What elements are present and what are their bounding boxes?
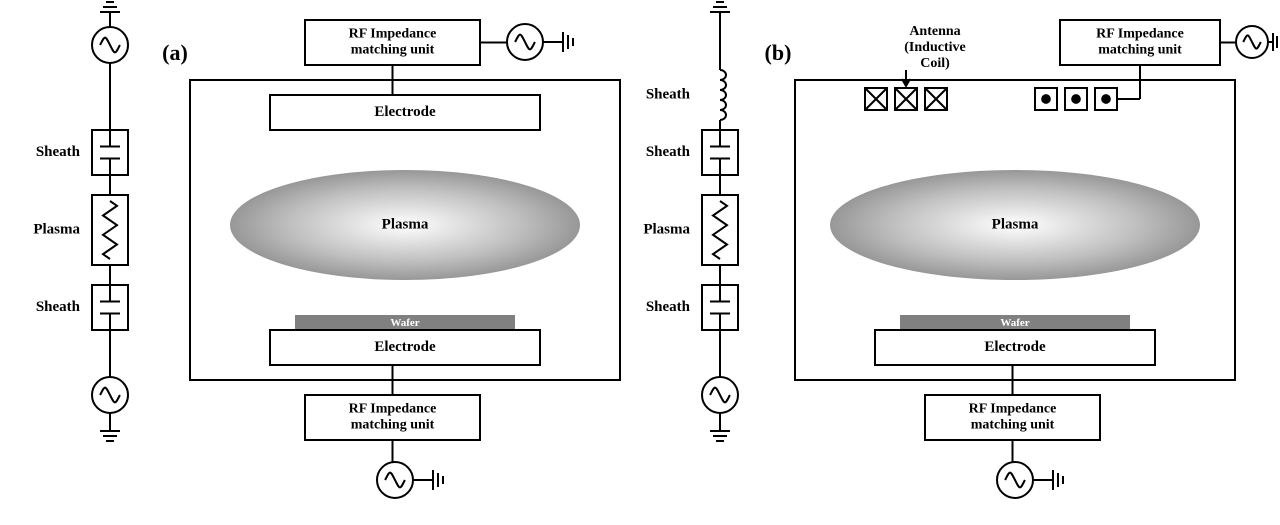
svg-text:Electrode: Electrode bbox=[374, 104, 436, 120]
svg-text:Sheath: Sheath bbox=[646, 86, 691, 102]
svg-text:RF Impedance: RF Impedance bbox=[1096, 27, 1184, 42]
svg-text:Plasma: Plasma bbox=[643, 221, 690, 237]
panel-a: (a) Plasma Electrode Wafer Electrode RF Imped… bbox=[33, 2, 620, 498]
svg-text:Wafer: Wafer bbox=[1000, 317, 1029, 329]
svg-text:Plasma: Plasma bbox=[382, 216, 429, 232]
svg-text:Plasma: Plasma bbox=[992, 216, 1039, 232]
panel-b: (b) Plasma Antenna(InductiveCoil) Wafer Elec… bbox=[643, 2, 1280, 498]
panel-b-tag: (b) bbox=[765, 40, 792, 65]
svg-text:Electrode: Electrode bbox=[374, 339, 436, 355]
svg-text:matching unit: matching unit bbox=[351, 43, 435, 58]
svg-text:Wafer: Wafer bbox=[390, 317, 419, 329]
svg-text:Antenna: Antenna bbox=[909, 24, 960, 39]
svg-text:Coil): Coil) bbox=[920, 56, 950, 71]
svg-text:(Inductive: (Inductive bbox=[904, 40, 965, 55]
svg-text:Sheath: Sheath bbox=[36, 144, 81, 160]
svg-text:matching unit: matching unit bbox=[351, 418, 435, 433]
svg-text:Sheath: Sheath bbox=[646, 299, 691, 315]
svg-text:matching unit: matching unit bbox=[1098, 43, 1182, 58]
svg-text:Sheath: Sheath bbox=[36, 299, 81, 315]
svg-text:RF Impedance: RF Impedance bbox=[349, 27, 437, 42]
svg-text:Plasma: Plasma bbox=[33, 221, 80, 237]
svg-text:Electrode: Electrode bbox=[984, 339, 1046, 355]
svg-text:Sheath: Sheath bbox=[646, 144, 691, 160]
svg-text:RF Impedance: RF Impedance bbox=[969, 402, 1057, 417]
svg-text:RF Impedance: RF Impedance bbox=[349, 402, 437, 417]
panel-a-tag: (a) bbox=[162, 40, 188, 65]
svg-text:matching unit: matching unit bbox=[971, 418, 1055, 433]
